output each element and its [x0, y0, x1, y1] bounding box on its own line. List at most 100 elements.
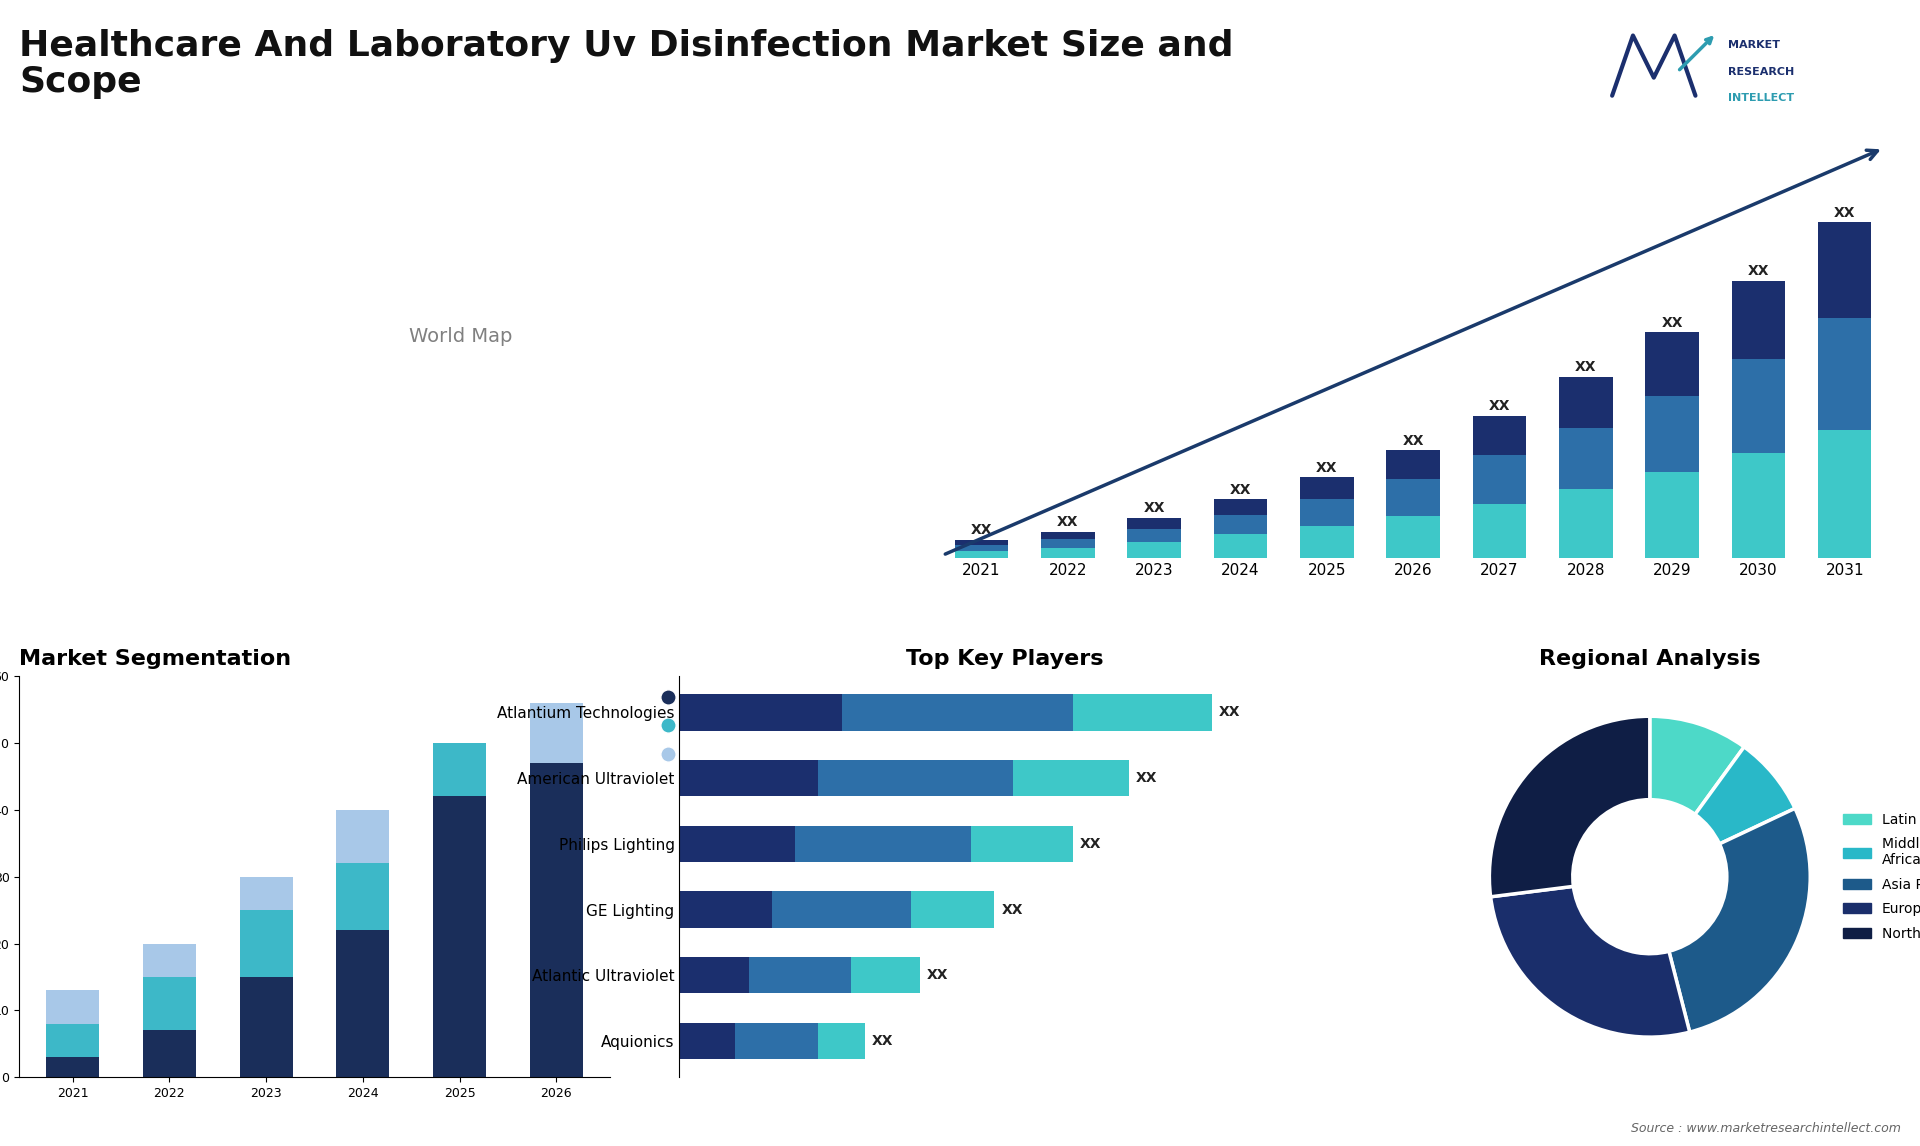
Bar — [772, 892, 910, 927]
Text: Source : www.marketresearchintellect.com: Source : www.marketresearchintellect.com — [1630, 1122, 1901, 1135]
Text: XX: XX — [1081, 837, 1102, 850]
Bar — [434, 743, 486, 796]
Text: XX: XX — [1834, 205, 1855, 220]
Text: MARKET: MARKET — [1728, 40, 1780, 50]
Bar — [1473, 416, 1526, 455]
Wedge shape — [1490, 716, 1649, 897]
Bar — [680, 760, 818, 796]
Bar — [1559, 427, 1613, 489]
Text: Market Segmentation: Market Segmentation — [19, 649, 292, 669]
Text: XX: XX — [1402, 433, 1425, 448]
FancyBboxPatch shape — [1603, 11, 1901, 132]
Text: XX: XX — [1488, 399, 1511, 414]
Bar — [1041, 540, 1094, 548]
Bar — [1732, 281, 1786, 360]
Bar — [972, 826, 1073, 862]
Bar — [142, 943, 196, 976]
Bar — [680, 826, 795, 862]
Bar — [735, 1023, 818, 1059]
Bar — [680, 957, 749, 994]
Text: XX: XX — [872, 1034, 893, 1047]
Text: XX: XX — [1661, 316, 1682, 330]
Bar — [1386, 479, 1440, 516]
Bar — [1645, 397, 1699, 472]
Bar — [1300, 526, 1354, 558]
Bar — [1213, 500, 1267, 515]
Bar — [1645, 472, 1699, 558]
Text: XX: XX — [1058, 516, 1079, 529]
Bar — [240, 910, 292, 976]
Text: XX: XX — [1144, 501, 1165, 516]
Text: XX: XX — [1315, 461, 1338, 474]
Text: XX: XX — [1135, 771, 1158, 785]
Bar — [954, 540, 1008, 544]
Bar — [1127, 528, 1181, 542]
Wedge shape — [1649, 716, 1743, 815]
Text: RESEARCH: RESEARCH — [1728, 66, 1795, 77]
Bar — [1041, 532, 1094, 540]
Bar — [1127, 542, 1181, 558]
Bar — [336, 863, 390, 931]
Bar — [530, 702, 584, 763]
Text: XX: XX — [1229, 482, 1252, 496]
Bar — [680, 694, 841, 730]
Bar — [1213, 515, 1267, 534]
Bar — [1300, 500, 1354, 526]
Bar — [1818, 431, 1872, 558]
Bar — [530, 763, 584, 1077]
Bar — [1127, 518, 1181, 528]
Bar — [434, 796, 486, 1077]
Bar — [851, 957, 920, 994]
Bar — [1818, 317, 1872, 431]
Bar — [1386, 450, 1440, 479]
Text: Healthcare And Laboratory Uv Disinfection Market Size and: Healthcare And Laboratory Uv Disinfectio… — [19, 29, 1235, 63]
Text: INTELLECT: INTELLECT — [1728, 93, 1795, 103]
Bar — [336, 931, 390, 1077]
Bar — [954, 550, 1008, 558]
Bar — [1014, 760, 1129, 796]
Wedge shape — [1490, 886, 1690, 1037]
Text: XX: XX — [1574, 360, 1597, 374]
Bar — [240, 976, 292, 1077]
Text: XX: XX — [1747, 265, 1768, 278]
Bar — [680, 892, 772, 927]
Bar — [1041, 548, 1094, 558]
Bar — [680, 1023, 735, 1059]
Bar — [1300, 477, 1354, 500]
Bar — [336, 810, 390, 863]
Bar — [1559, 377, 1613, 427]
Bar — [818, 760, 1014, 796]
Bar — [1645, 332, 1699, 397]
Text: XX: XX — [1219, 706, 1240, 720]
Legend: Application, Product, Geography: Application, Product, Geography — [647, 684, 787, 769]
Bar — [1818, 222, 1872, 317]
Bar — [1732, 453, 1786, 558]
Bar — [1213, 534, 1267, 558]
Text: XX: XX — [927, 968, 948, 982]
Bar — [1559, 489, 1613, 558]
Bar — [1386, 516, 1440, 558]
Text: World Map: World Map — [409, 327, 513, 346]
Bar — [142, 976, 196, 1030]
Bar — [1473, 455, 1526, 504]
Title: Regional Analysis: Regional Analysis — [1540, 649, 1761, 669]
Title: Top Key Players: Top Key Players — [906, 649, 1104, 669]
Bar — [240, 877, 292, 910]
Bar — [954, 544, 1008, 550]
Bar — [910, 892, 995, 927]
Bar — [749, 957, 851, 994]
Bar — [1732, 360, 1786, 453]
Bar — [46, 990, 100, 1023]
Bar — [1473, 504, 1526, 558]
Text: Scope: Scope — [19, 65, 142, 100]
Bar — [46, 1023, 100, 1057]
Bar — [818, 1023, 864, 1059]
Bar — [46, 1057, 100, 1077]
Text: XX: XX — [1002, 903, 1023, 917]
Legend: Latin America, Middle East &
Africa, Asia Pacific, Europe, North America: Latin America, Middle East & Africa, Asi… — [1837, 807, 1920, 947]
Text: XX: XX — [972, 524, 993, 537]
Bar — [1073, 694, 1212, 730]
Wedge shape — [1695, 747, 1795, 843]
Bar — [841, 694, 1073, 730]
Bar — [142, 1030, 196, 1077]
